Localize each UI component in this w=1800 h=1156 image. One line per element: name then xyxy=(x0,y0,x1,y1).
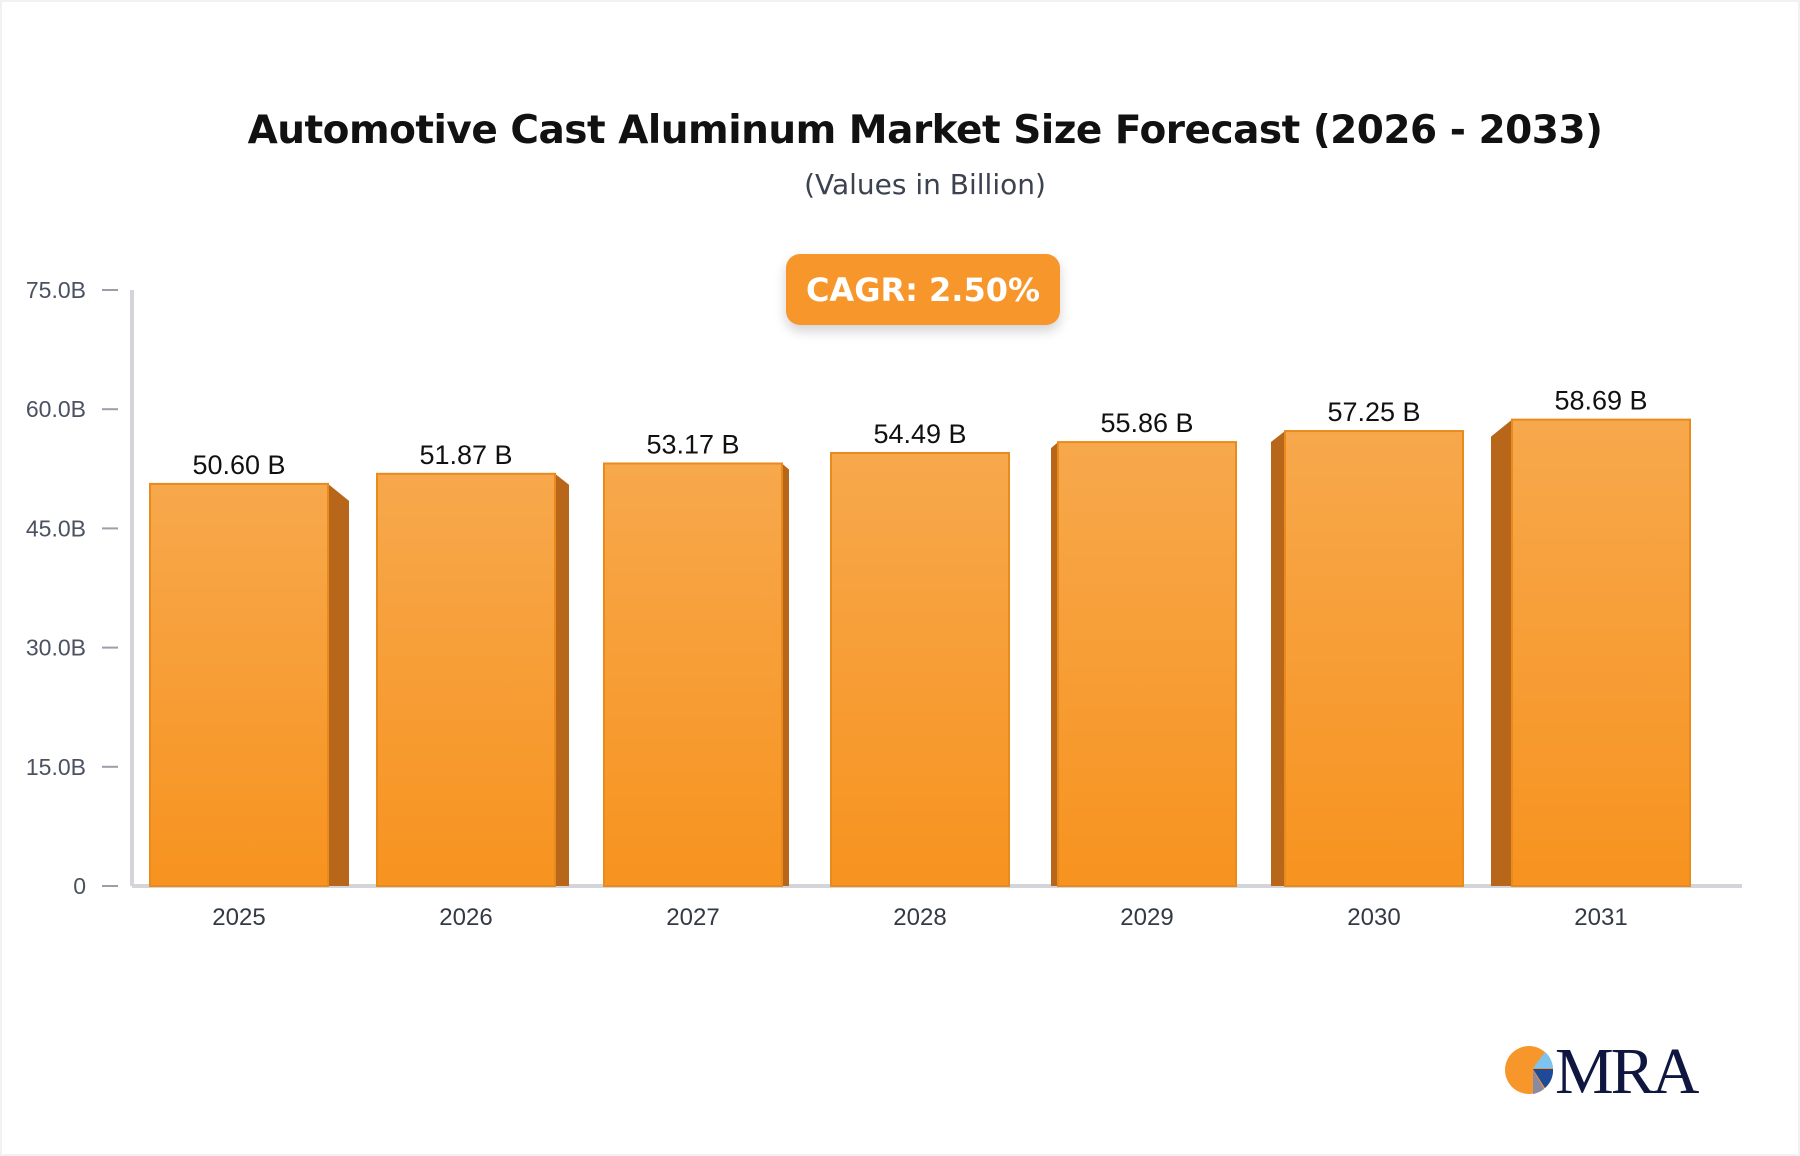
bar xyxy=(1057,441,1237,887)
bar xyxy=(603,462,783,887)
x-tick-label: 2031 xyxy=(1574,904,1627,931)
bar-value-label: 57.25 B xyxy=(1327,397,1420,427)
bar-side xyxy=(1491,419,1512,886)
bar-value-label: 55.86 B xyxy=(1100,408,1193,438)
logo-pie-icon xyxy=(1505,1046,1554,1094)
bar-side xyxy=(555,473,569,886)
bar-value-label: 51.87 B xyxy=(419,440,512,470)
bar-side xyxy=(782,463,789,886)
bar-value-label: 58.69 B xyxy=(1554,386,1647,416)
bar-value-label: 53.17 B xyxy=(646,429,739,459)
bar xyxy=(376,472,556,887)
y-tick-label: 60.0B xyxy=(26,396,86,422)
x-tick-label: 2025 xyxy=(212,904,265,931)
y-tick-label: 30.0B xyxy=(26,635,86,661)
chart-title: Automotive Cast Aluminum Market Size For… xyxy=(247,108,1603,153)
x-tick-label: 2027 xyxy=(666,904,719,931)
x-tick-label: 2028 xyxy=(893,904,946,931)
bar-side xyxy=(1271,431,1285,886)
y-tick-label: 15.0B xyxy=(26,754,86,780)
bar xyxy=(830,451,1010,887)
bar-value-label: 50.60 B xyxy=(192,450,285,480)
y-tick-label: 0 xyxy=(73,873,86,899)
chart-subtitle: (Values in Billion) xyxy=(804,168,1046,201)
bar xyxy=(149,482,329,887)
bar-side xyxy=(1051,442,1058,886)
mra-logo: MRA xyxy=(1505,1035,1699,1108)
logo-text: MRA xyxy=(1555,1035,1699,1108)
bar-side xyxy=(328,483,349,886)
x-tick-label: 2030 xyxy=(1347,904,1400,931)
bar xyxy=(1284,430,1464,887)
y-tick-label: 75.0B xyxy=(26,277,86,303)
bar xyxy=(1511,418,1691,887)
cagr-badge: CAGR: 2.50% xyxy=(786,254,1060,325)
bar-value-label: 54.49 B xyxy=(873,419,966,449)
x-tick-label: 2026 xyxy=(439,904,492,931)
x-tick-label: 2029 xyxy=(1120,904,1173,931)
y-tick-label: 45.0B xyxy=(26,515,86,541)
